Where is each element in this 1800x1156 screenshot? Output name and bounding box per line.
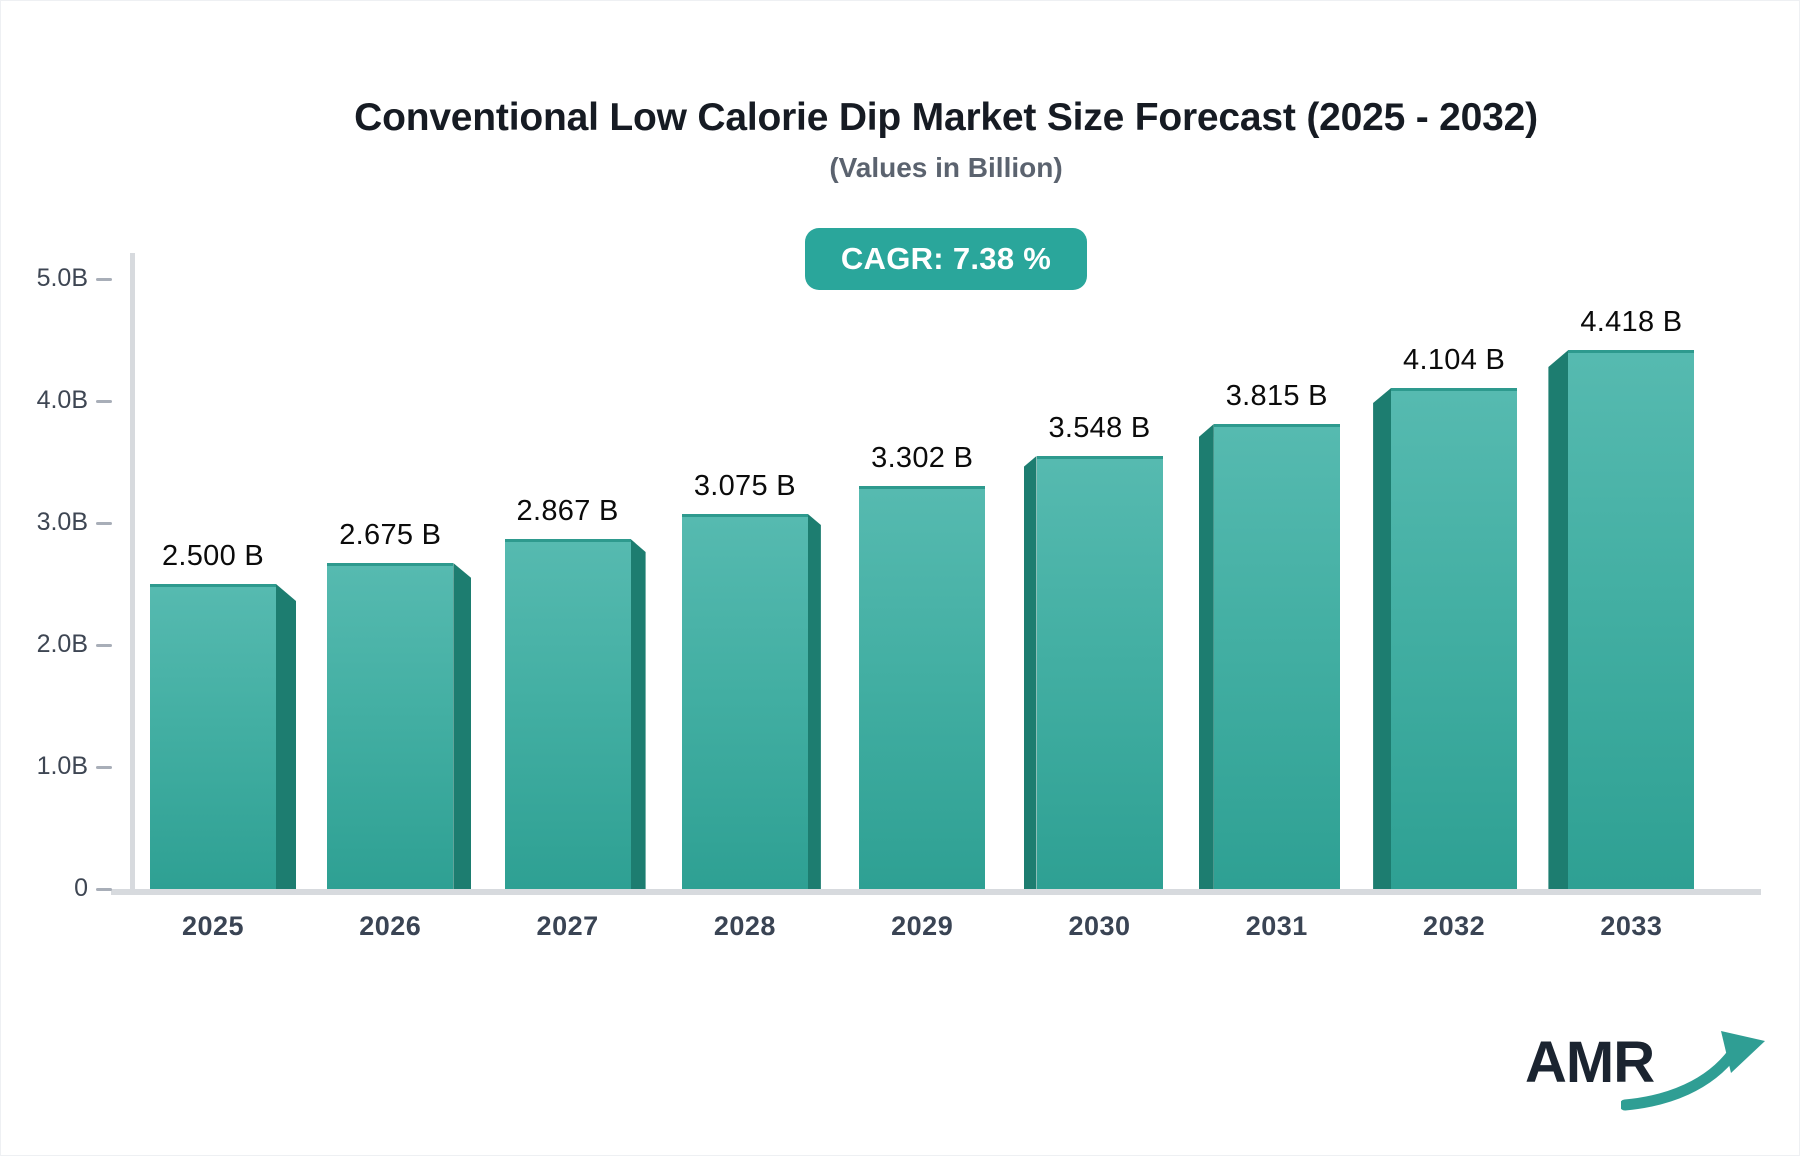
bar-value-label-2033: 4.418 B: [1580, 306, 1683, 338]
x-axis-label-2026: 2026: [359, 911, 422, 941]
x-axis-label-2028: 2028: [713, 911, 776, 941]
x-axis-label-2025: 2025: [181, 911, 245, 941]
x-axis-label-2027: 2027: [536, 911, 599, 941]
bar-2033: [1568, 350, 1695, 889]
y-tick-mark: [96, 766, 112, 769]
bar-value-label-2026: 2.675 B: [339, 519, 442, 551]
y-tick-mark: [96, 278, 112, 281]
bar-2029: [859, 486, 986, 889]
bar-value-label-2029: 3.302 B: [871, 442, 974, 474]
bar-side-2033: [1548, 350, 1569, 889]
bar-side-2027: [630, 539, 646, 889]
bar-side-2030: [1023, 456, 1037, 889]
x-axis-label-2029: 2029: [891, 911, 954, 941]
chart-header: Conventional Low Calorie Dip Market Size…: [91, 1, 1799, 290]
amr-logo-arrow-icon: [1621, 1031, 1765, 1111]
bar-side-2025: [276, 584, 296, 889]
bar-value-label-2031: 3.815 B: [1225, 380, 1328, 412]
y-tick-mark: [96, 400, 112, 403]
bar-value-label-2032: 4.104 B: [1403, 344, 1506, 376]
y-axis-label-0: 0: [74, 874, 88, 902]
x-axis-baseline: [111, 889, 1761, 895]
cagr-badge: CAGR: 7.38 %: [804, 228, 1088, 290]
y-tick-mark: [96, 644, 112, 647]
bar-value-label-2027: 2.867 B: [516, 495, 619, 527]
y-axis-label-3.0B: 3.0B: [36, 508, 88, 536]
x-axis-label-2030: 2030: [1068, 911, 1131, 941]
y-tick-mark: [96, 888, 112, 891]
chart-title: Conventional Low Calorie Dip Market Size…: [354, 96, 1538, 139]
y-axis-label-4.0B: 4.0B: [36, 386, 88, 414]
x-axis-label-2031: 2031: [1245, 911, 1308, 941]
bar-value-label-2028: 3.075 B: [693, 470, 796, 502]
bar-2032: [1391, 388, 1518, 889]
bar-value-label-2030: 3.548 B: [1048, 412, 1151, 444]
bar-side-2031: [1198, 424, 1214, 889]
bar-side-2026: [453, 563, 472, 889]
chart-subtitle: (Values in Billion): [829, 152, 1063, 183]
amr-logo-text: AMR: [1525, 1030, 1655, 1095]
bar-side-2032: [1373, 388, 1392, 889]
y-axis-label-2.0B: 2.0B: [36, 630, 88, 658]
bar-2031: [1213, 424, 1340, 889]
bar-2028: [681, 514, 808, 889]
bar-side-2028: [807, 514, 821, 889]
y-axis-label-5.0B: 5.0B: [36, 264, 88, 292]
bar-2025: [150, 584, 276, 889]
bar-value-label-2025: 2.500 B: [161, 540, 265, 572]
amr-logo: AMR: [1525, 1029, 1765, 1119]
bar-2027: [504, 539, 631, 889]
y-axis-line: [130, 253, 135, 895]
y-axis-label-1.0B: 1.0B: [36, 752, 88, 780]
bar-2026: [327, 563, 454, 889]
y-tick-mark: [96, 522, 112, 525]
x-axis-label-2032: 2032: [1423, 911, 1486, 941]
bar-2030: [1036, 456, 1163, 889]
x-axis-label-2033: 2033: [1600, 911, 1663, 941]
plot-area: 5.0B 4.0B 3.0B 2.0B 1.0B 0 2.500 B 2025 2.675 B 2…: [37, 253, 1761, 941]
